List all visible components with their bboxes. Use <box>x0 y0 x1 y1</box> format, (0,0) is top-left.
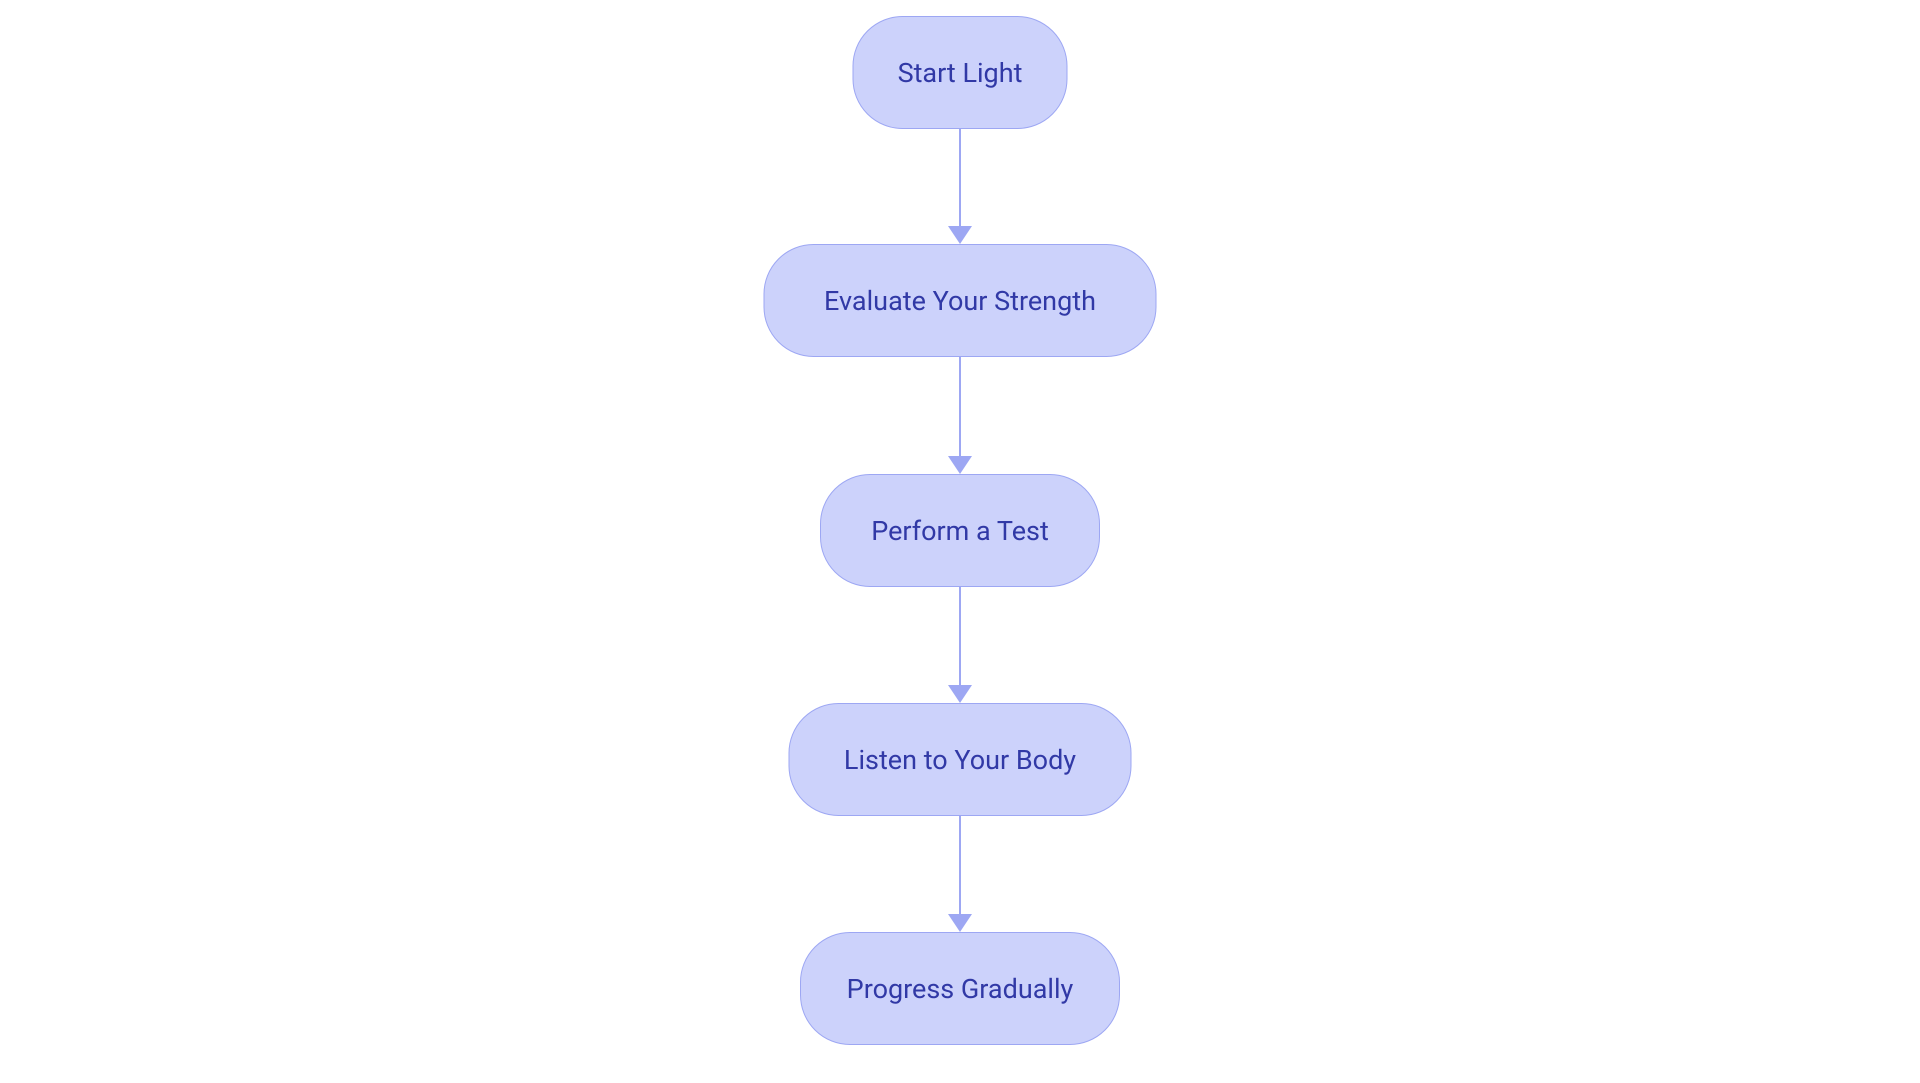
node-label: Progress Gradually <box>847 973 1074 1005</box>
flowchart-edge <box>959 816 961 914</box>
flowchart-node: Progress Gradually <box>800 932 1120 1045</box>
arrow-down-icon <box>948 914 972 932</box>
flowchart-edge <box>959 357 961 456</box>
flowchart-node: Perform a Test <box>820 474 1100 587</box>
node-label: Listen to Your Body <box>844 744 1076 776</box>
arrow-down-icon <box>948 685 972 703</box>
flowchart-edge <box>959 587 961 685</box>
flowchart-node: Start Light <box>853 16 1068 129</box>
arrow-down-icon <box>948 226 972 244</box>
flowchart-container: Start Light Evaluate Your Strength Perfo… <box>660 0 1260 1083</box>
node-label: Start Light <box>898 57 1023 89</box>
flowchart-edge <box>959 129 961 226</box>
flowchart-node: Listen to Your Body <box>789 703 1132 816</box>
node-label: Evaluate Your Strength <box>824 285 1096 317</box>
flowchart-node: Evaluate Your Strength <box>764 244 1157 357</box>
arrow-down-icon <box>948 456 972 474</box>
node-label: Perform a Test <box>871 515 1049 547</box>
